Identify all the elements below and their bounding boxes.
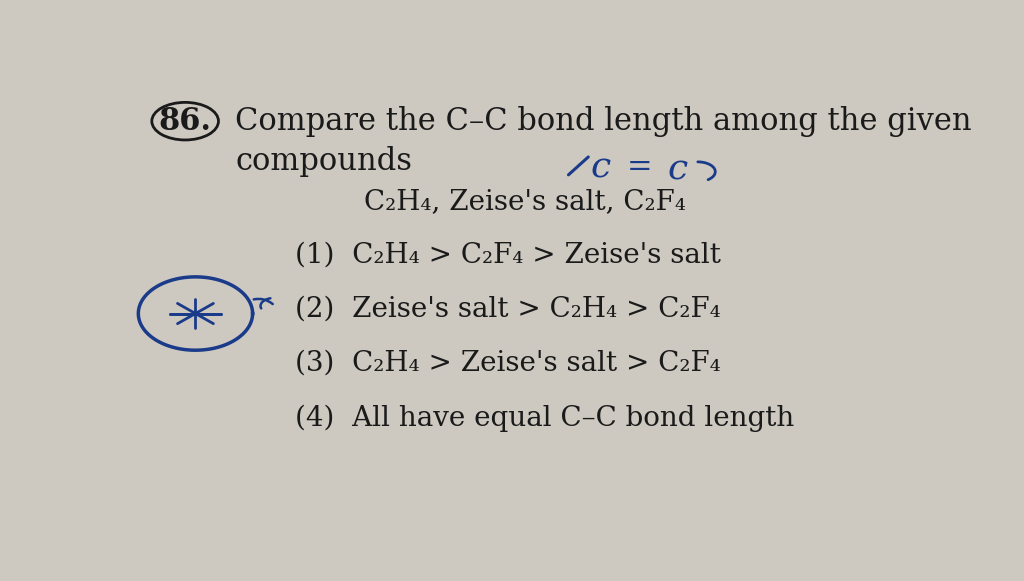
- Text: =: =: [627, 152, 652, 183]
- Text: (3)  C₂H₄ > Zeise's salt > C₂F₄: (3) C₂H₄ > Zeise's salt > C₂F₄: [295, 349, 721, 376]
- Text: compounds: compounds: [236, 146, 412, 177]
- Text: c: c: [590, 150, 610, 184]
- Text: (4)  All have equal C–C bond length: (4) All have equal C–C bond length: [295, 405, 794, 432]
- Text: 86.: 86.: [159, 106, 212, 137]
- Text: Compare the C–C bond length among the given: Compare the C–C bond length among the gi…: [236, 106, 972, 137]
- Text: (2)  Zeise's salt > C₂H₄ > C₂F₄: (2) Zeise's salt > C₂H₄ > C₂F₄: [295, 296, 721, 322]
- Text: C₂H₄, Zeise's salt, C₂F₄: C₂H₄, Zeise's salt, C₂F₄: [364, 188, 686, 215]
- Text: c: c: [667, 152, 687, 186]
- Text: (1)  C₂H₄ > C₂F₄ > Zeise's salt: (1) C₂H₄ > C₂F₄ > Zeise's salt: [295, 242, 721, 269]
